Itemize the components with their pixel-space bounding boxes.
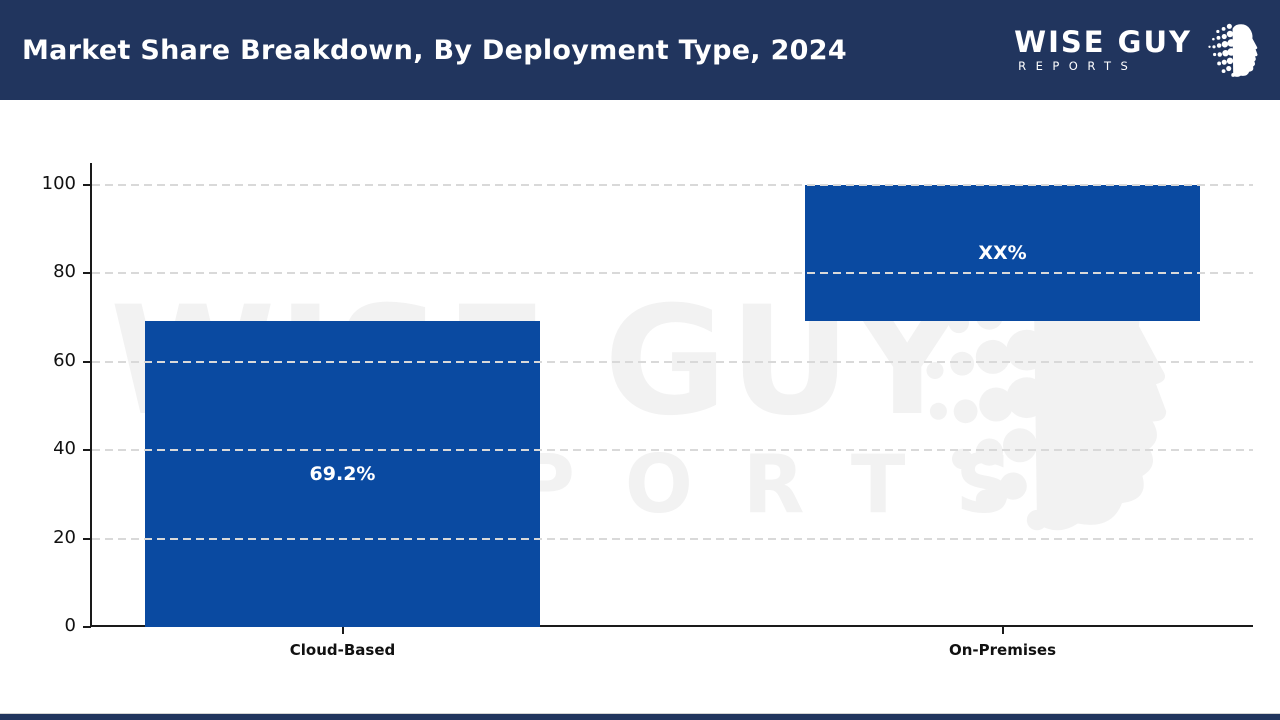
y-tick-80: [83, 272, 91, 275]
y-tick-label-100: 100: [41, 173, 76, 194]
bar-value-label-cloud-based: 69.2%: [309, 463, 376, 486]
gridline-20: [92, 537, 1253, 540]
chart-area: WISE GUY REPORTS 02040608010069.2%Cloud-…: [0, 100, 1280, 713]
logo-wordmark: WISE GUY: [1014, 24, 1192, 59]
y-tick-label-40: 40: [53, 438, 76, 460]
x-axis-label-on-premises: On-Premises: [948, 641, 1057, 659]
plot-area: 0 20 40 60 80 100 69.2% Cloud-Based XX% On-Premis…: [42, 163, 1253, 659]
gridline-60: [92, 360, 1253, 363]
y-tick-label-0: 0: [64, 615, 76, 636]
bar-cloud-based: 69.2%: [144, 321, 541, 627]
logo-text: WISE GUY REPORTS: [1014, 24, 1192, 73]
logo-face-icon: [1198, 15, 1262, 85]
bar-value-label-on-premises: XX%: [978, 242, 1027, 265]
x-tick-on-premises: [1001, 627, 1004, 634]
wiseguy-logo: WISE GUY REPORTS: [1014, 15, 1262, 85]
logo-subtext: REPORTS: [1018, 58, 1138, 73]
chart-title: Market Share Breakdown, By Deployment Ty…: [22, 34, 847, 66]
x-axis-label-cloud-based: Cloud-Based: [289, 641, 396, 659]
header-banner: Market Share Breakdown, By Deployment Ty…: [0, 0, 1280, 100]
bar-on-premises: XX%: [804, 185, 1201, 322]
footer-bar: [0, 713, 1280, 720]
gridline-100: [92, 184, 1253, 186]
y-tick-20: [83, 537, 91, 540]
gridline-40: [92, 449, 1253, 452]
y-tick-40: [83, 449, 91, 452]
y-tick-60: [83, 360, 91, 363]
y-tick-label-60: 60: [53, 349, 76, 371]
y-tick-label-80: 80: [53, 261, 76, 283]
gridline-80: [92, 272, 1253, 275]
y-tick-label-20: 20: [53, 526, 76, 548]
y-tick-100: [83, 184, 91, 186]
y-tick-0: [83, 626, 91, 628]
x-tick-cloud-based: [341, 627, 344, 634]
